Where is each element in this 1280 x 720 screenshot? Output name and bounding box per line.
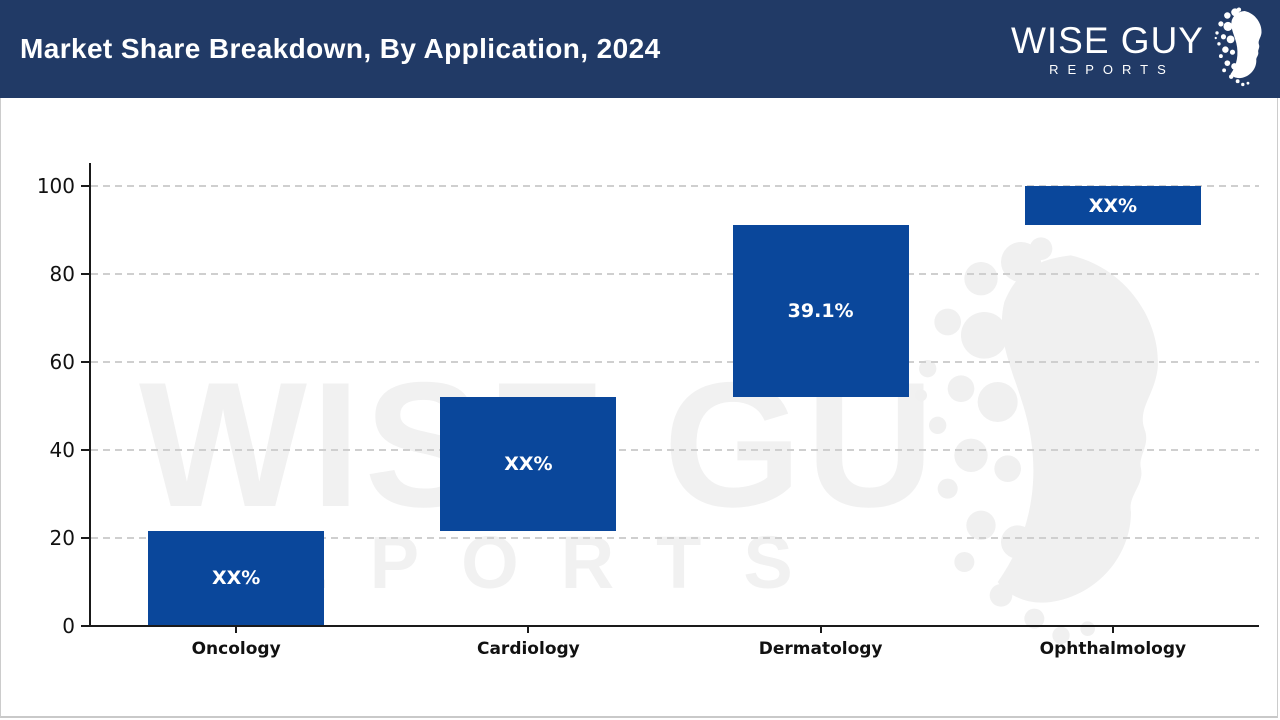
chart-panel: WISE GU REPORTS 0 20 40 60 80 100 XX% Oncology X… — [0, 98, 1278, 718]
y-tick-0 — [81, 624, 89, 627]
watermark-head-icon — [915, 237, 1158, 644]
bar-dermatology: 39.1% — [732, 225, 909, 397]
x-tick-cardiology — [527, 627, 530, 633]
bar-dermatology-label: 39.1% — [787, 300, 854, 323]
y-tick-label-80: 80 — [49, 261, 75, 286]
gridline-80 — [91, 272, 1259, 275]
gridline-20 — [91, 536, 1259, 539]
x-tick-oncology — [235, 627, 238, 633]
bar-cardiology-label: XX% — [504, 452, 553, 475]
bar-oncology: XX% — [148, 531, 325, 626]
y-tick-60 — [81, 360, 89, 363]
gridline-60 — [91, 360, 1259, 363]
y-tick-40 — [81, 448, 89, 451]
y-tick-20 — [81, 536, 89, 539]
gridline-100 — [91, 185, 1259, 187]
y-tick-label-20: 20 — [49, 525, 75, 550]
y-tick-label-60: 60 — [49, 349, 75, 374]
x-category-dermatology: Dermatology — [758, 639, 883, 659]
dotted-head-icon — [1214, 7, 1262, 87]
y-tick-100 — [81, 185, 89, 187]
x-tick-dermatology — [819, 627, 822, 633]
x-category-oncology: Oncology — [191, 639, 281, 659]
y-tick-label-0: 0 — [62, 613, 75, 638]
page-title: Market Share Breakdown, By Application, … — [20, 33, 661, 64]
y-tick-80 — [81, 272, 89, 275]
logo-subtitle: REPORTS — [1049, 62, 1175, 77]
bar-cardiology: XX% — [440, 396, 617, 531]
wise-guy-logo: WISE GUY REPORTS — [1011, 7, 1266, 91]
x-tick-ophthalmology — [1111, 627, 1114, 633]
bar-ophthalmology-label: XX% — [1088, 194, 1138, 217]
bar-ophthalmology: XX% — [1024, 186, 1201, 226]
waterfall-chart: 0 20 40 60 80 100 XX% Oncology XX% Cardiology 39.1… — [1, 98, 1277, 716]
logo-text: WISE GUY REPORTS — [1011, 22, 1204, 76]
gridline-40 — [91, 448, 1259, 451]
x-category-cardiology: Cardiology — [476, 639, 580, 659]
y-tick-label-100: 100 — [36, 174, 75, 198]
bar-oncology-label: XX% — [211, 567, 261, 590]
y-axis-line — [89, 163, 91, 627]
y-tick-label-40: 40 — [49, 437, 75, 462]
header-bar: Market Share Breakdown, By Application, … — [0, 0, 1280, 98]
x-axis-line — [89, 625, 1259, 627]
x-category-ophthalmology: Ophthalmology — [1039, 639, 1187, 659]
logo-wordmark: WISE GUY — [1010, 20, 1204, 61]
